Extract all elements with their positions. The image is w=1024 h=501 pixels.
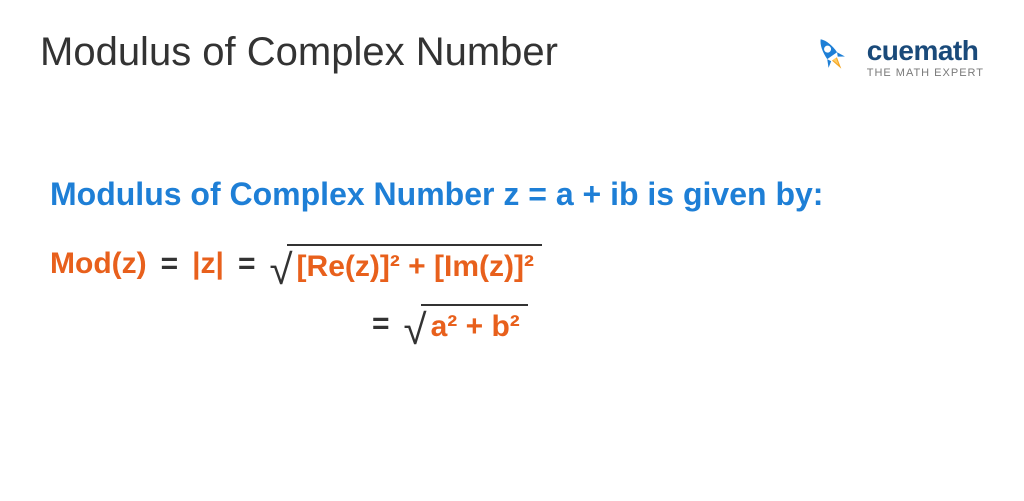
sqrt-expression-1: √ [Re(z)]² + [Im(z)]² [269,244,542,284]
sqrt-expression-2: √ a² + b² [404,304,528,344]
formula-mid: |z| [192,247,224,281]
formula-lhs: Mod(z) [50,247,147,281]
radicand-1: [Re(z)]² + [Im(z)]² [287,244,542,284]
brand-logo: cuemath THE MATH EXPERT [807,30,984,83]
brand-tagline: THE MATH EXPERT [867,67,984,79]
radical-icon: √ [404,313,427,347]
rocket-icon [807,30,855,83]
page-title: Modulus of Complex Number [40,30,558,75]
content: Modulus of Complex Number z = a + ib is … [40,173,984,344]
subtitle: Modulus of Complex Number z = a + ib is … [50,173,984,216]
brand-text: cuemath THE MATH EXPERT [867,35,984,79]
equals-sign: = [358,307,404,341]
brand-name: cuemath [867,35,984,67]
equals-sign: = [224,247,270,281]
radicand-2: a² + b² [421,304,528,344]
equals-sign: = [147,247,193,281]
header: Modulus of Complex Number cuemath THE MA… [40,30,984,83]
formula-line-2: = √ a² + b² [50,304,984,344]
formula-line-1: Mod(z) = |z| = √ [Re(z)]² + [Im(z)]² [50,244,984,284]
radical-icon: √ [269,253,292,287]
